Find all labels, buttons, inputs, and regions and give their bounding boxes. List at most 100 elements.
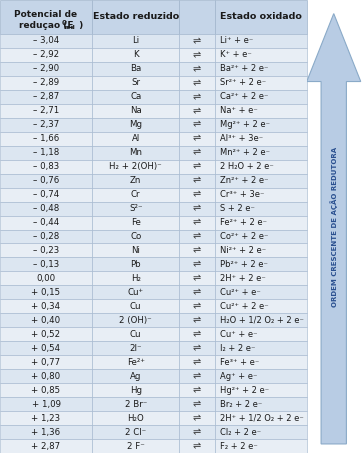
Bar — [92, 425, 179, 439]
Bar — [92, 173, 179, 188]
Bar — [0, 425, 92, 439]
Text: + 1,09: + 1,09 — [32, 400, 61, 409]
Text: 2 Cl⁻: 2 Cl⁻ — [125, 428, 146, 437]
Bar — [0, 439, 92, 453]
Bar — [215, 216, 307, 230]
Bar — [92, 341, 179, 355]
Text: ⇌: ⇌ — [193, 413, 201, 423]
Bar — [215, 383, 307, 397]
Bar — [215, 132, 307, 146]
Bar — [179, 299, 215, 313]
Bar — [215, 173, 307, 188]
Bar — [0, 327, 92, 341]
Text: Cu: Cu — [130, 302, 142, 311]
Text: ⇌: ⇌ — [193, 120, 201, 130]
Bar — [179, 355, 215, 369]
Bar — [0, 159, 92, 173]
Bar — [179, 48, 215, 62]
Bar — [215, 48, 307, 62]
Text: – 1,66: – 1,66 — [33, 134, 59, 143]
Bar — [92, 230, 179, 244]
Bar — [215, 34, 307, 48]
Bar — [92, 90, 179, 104]
Bar — [0, 76, 92, 90]
Text: Na⁺ + e⁻: Na⁺ + e⁻ — [220, 106, 258, 116]
Text: Sr: Sr — [131, 78, 140, 87]
Text: Ba: Ba — [130, 64, 141, 73]
Bar — [92, 299, 179, 313]
Text: Mg: Mg — [129, 120, 142, 129]
Bar — [215, 76, 307, 90]
Text: ⇌: ⇌ — [193, 315, 201, 325]
Text: ⇌: ⇌ — [193, 190, 201, 200]
Bar — [0, 62, 92, 76]
Bar — [92, 355, 179, 369]
Bar — [215, 244, 307, 257]
Bar — [179, 230, 215, 244]
Text: K: K — [133, 50, 139, 59]
Bar — [92, 327, 179, 341]
Text: – 1,18: – 1,18 — [33, 148, 59, 157]
Text: K⁺ + e⁻: K⁺ + e⁻ — [220, 50, 252, 59]
Text: – 0,48: – 0,48 — [33, 204, 59, 213]
Text: Na: Na — [130, 106, 142, 116]
Bar — [92, 132, 179, 146]
Bar — [215, 411, 307, 425]
Text: Li⁺ + e⁻: Li⁺ + e⁻ — [220, 36, 253, 45]
Bar — [0, 383, 92, 397]
Bar — [215, 146, 307, 160]
Text: 0,00: 0,00 — [36, 274, 56, 283]
Bar — [0, 244, 92, 257]
Bar — [179, 0, 215, 34]
Text: ⇌: ⇌ — [193, 36, 201, 46]
Bar — [92, 369, 179, 383]
Text: Estado oxidado: Estado oxidado — [220, 13, 302, 21]
Bar — [215, 397, 307, 411]
Text: ⇌: ⇌ — [193, 260, 201, 270]
Bar — [92, 244, 179, 257]
Text: H₂O: H₂O — [127, 414, 144, 423]
Bar — [92, 439, 179, 453]
Text: Co²⁺ + 2 e⁻: Co²⁺ + 2 e⁻ — [220, 232, 269, 241]
Bar — [179, 369, 215, 383]
Bar — [179, 146, 215, 160]
Text: Co: Co — [130, 232, 141, 241]
Text: H₂ + 2(OH)⁻: H₂ + 2(OH)⁻ — [109, 162, 162, 171]
Text: ⇌: ⇌ — [193, 301, 201, 311]
Text: ⇌: ⇌ — [193, 371, 201, 381]
Bar — [92, 285, 179, 299]
Text: ⇌: ⇌ — [193, 399, 201, 409]
Text: ⇌: ⇌ — [193, 441, 201, 451]
Bar — [92, 48, 179, 62]
Text: Cu²⁺ + 2 e⁻: Cu²⁺ + 2 e⁻ — [220, 302, 269, 311]
Bar — [0, 104, 92, 118]
Text: ⇌: ⇌ — [193, 134, 201, 144]
Text: ⇌: ⇌ — [193, 64, 201, 74]
Text: Hg: Hg — [130, 386, 142, 395]
Text: ⇌: ⇌ — [193, 343, 201, 353]
Text: ⇌: ⇌ — [193, 427, 201, 437]
Bar — [92, 146, 179, 160]
Bar — [179, 244, 215, 257]
Text: 2 H₂O + 2 e⁻: 2 H₂O + 2 e⁻ — [220, 162, 274, 171]
Bar — [215, 188, 307, 202]
Bar — [92, 411, 179, 425]
Text: – 0,76: – 0,76 — [33, 176, 59, 185]
Text: ⇌: ⇌ — [193, 162, 201, 172]
Text: + 1,23: + 1,23 — [32, 414, 61, 423]
Bar — [179, 34, 215, 48]
Bar — [92, 76, 179, 90]
Text: reduçao (E: reduçao (E — [19, 21, 73, 30]
Text: ⇌: ⇌ — [193, 50, 201, 60]
Bar — [0, 313, 92, 327]
Bar — [179, 383, 215, 397]
Text: – 2,71: – 2,71 — [33, 106, 59, 116]
Bar — [179, 159, 215, 173]
Bar — [0, 48, 92, 62]
Text: 0: 0 — [61, 20, 66, 26]
Text: Cu⁺ + e⁻: Cu⁺ + e⁻ — [220, 330, 258, 339]
Bar — [92, 0, 179, 34]
Text: + 0,77: + 0,77 — [32, 358, 61, 367]
Text: 2H⁺ + 2 e⁻: 2H⁺ + 2 e⁻ — [220, 274, 266, 283]
Bar — [179, 327, 215, 341]
